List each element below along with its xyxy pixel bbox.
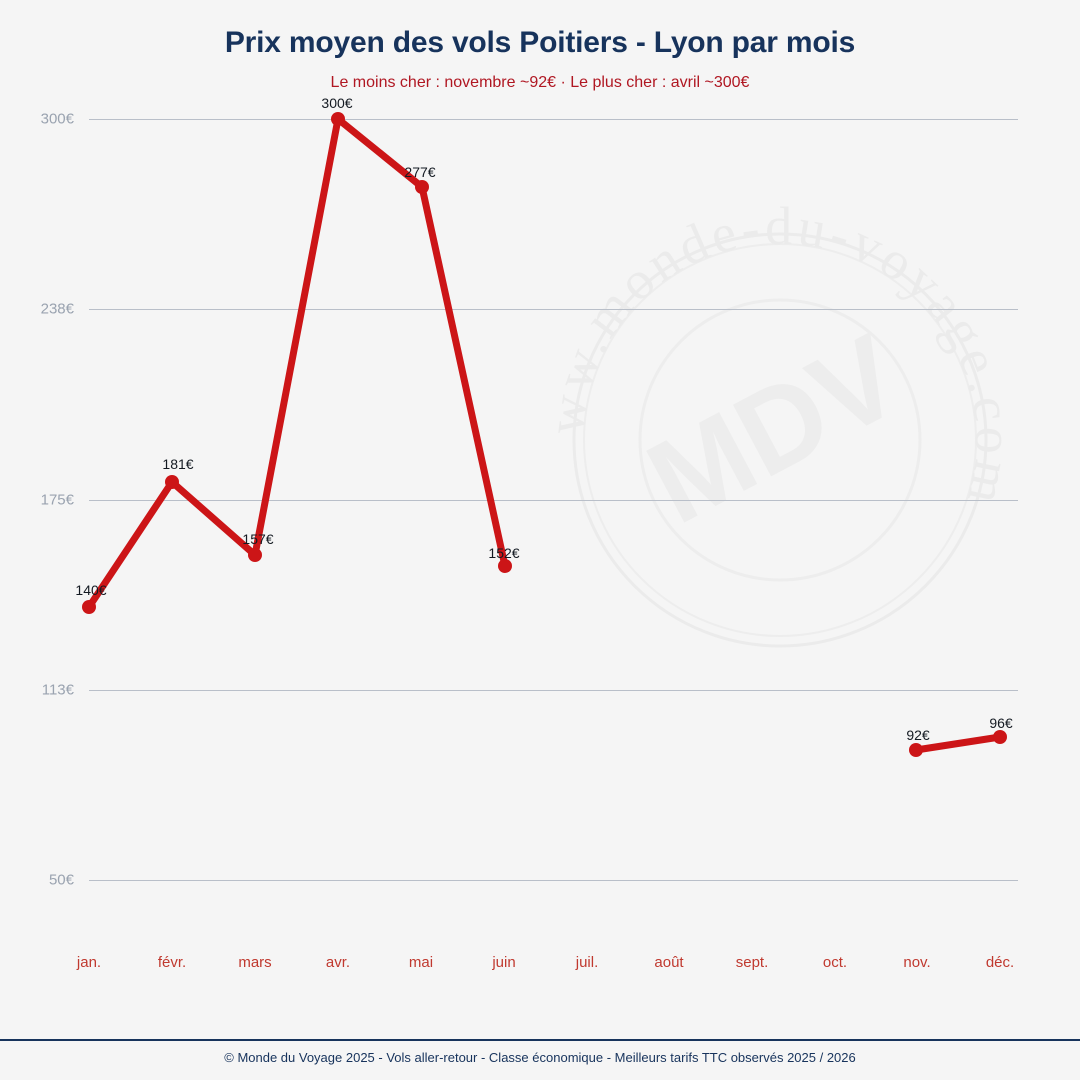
x-axis-tick-sept: sept. bbox=[735, 954, 769, 971]
y-axis-tick-238: 238€ bbox=[40, 300, 74, 318]
data-point-mai[interactable] bbox=[415, 180, 429, 194]
data-point-fevr[interactable] bbox=[165, 475, 179, 489]
x-axis-tick-nov: nov. bbox=[903, 954, 931, 971]
chart-subtitle: Le moins cher : novembre ~92€ · Le plus … bbox=[330, 74, 750, 91]
value-label-juin: 152€ bbox=[488, 545, 520, 561]
data-point-mars[interactable] bbox=[248, 548, 262, 562]
x-axis-tick-juin: juin bbox=[492, 954, 516, 971]
y-axis-tick-113: 113€ bbox=[41, 681, 74, 699]
x-axis-tick-oct: oct. bbox=[822, 954, 848, 971]
x-axis-tick-mai: mai bbox=[408, 954, 434, 971]
x-axis-tick-fevr: févr. bbox=[157, 954, 187, 971]
footer-credit: © Monde du Voyage 2025 - Vols aller-reto… bbox=[224, 1050, 856, 1065]
price-line-segment-jan-juin bbox=[85, 115, 509, 611]
value-label-avr: 300€ bbox=[321, 95, 353, 111]
x-axis-tick-juil: juil. bbox=[575, 954, 599, 971]
gridline-300 bbox=[89, 119, 1018, 120]
y-axis-tick-300: 300€ bbox=[40, 110, 74, 128]
x-axis-tick-jan: jan. bbox=[76, 954, 102, 971]
data-point-juin[interactable] bbox=[498, 559, 512, 573]
gridline-175 bbox=[89, 500, 1018, 501]
x-axis-tick-mars: mars bbox=[238, 954, 272, 971]
price-line-segment-nov-dec bbox=[912, 733, 1004, 754]
value-label-fevr: 181€ bbox=[162, 456, 194, 472]
value-label-jan: 140€ bbox=[75, 582, 107, 598]
x-axis-tick-avr: avr. bbox=[325, 954, 351, 971]
gridline-238 bbox=[89, 309, 1018, 310]
gridline-113 bbox=[89, 690, 1018, 691]
gridline-50 bbox=[89, 880, 1018, 881]
page-title: Prix moyen des vols Poitiers - Lyon par … bbox=[224, 26, 856, 59]
data-point-nov[interactable] bbox=[909, 743, 923, 757]
value-label-dec: 96€ bbox=[989, 715, 1013, 731]
value-label-mai: 277€ bbox=[404, 164, 436, 180]
value-label-mars: 157€ bbox=[242, 531, 274, 547]
x-axis-tick-aout: août bbox=[654, 954, 684, 971]
data-point-jan[interactable] bbox=[82, 600, 96, 614]
value-label-nov: 92€ bbox=[906, 727, 930, 743]
footer-divider bbox=[0, 1039, 1080, 1041]
data-point-dec[interactable] bbox=[993, 730, 1007, 744]
data-point-avr[interactable] bbox=[331, 112, 345, 126]
x-axis-tick-dec: déc. bbox=[985, 954, 1015, 971]
y-axis-tick-50: 50€ bbox=[48, 871, 74, 889]
y-axis-tick-175: 175€ bbox=[40, 491, 74, 509]
